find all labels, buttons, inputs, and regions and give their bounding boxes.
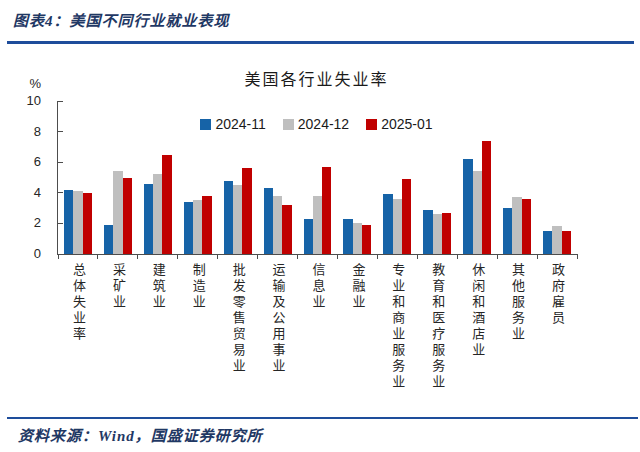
bar-2025-01 xyxy=(123,178,132,255)
bar-2025-01 xyxy=(442,213,451,254)
y-tick-label: 8 xyxy=(11,124,41,139)
bar-2024-12 xyxy=(433,214,442,254)
bar-2025-01 xyxy=(202,196,211,254)
bar-2024-12 xyxy=(273,196,282,254)
x-tick-mark xyxy=(497,254,498,259)
bar-2025-01 xyxy=(322,167,331,254)
x-tick-mark xyxy=(297,254,298,259)
x-category-label: 总体失业率 xyxy=(70,263,86,343)
x-category-label: 专业和商业服务业 xyxy=(389,263,405,391)
x-category-label: 信息业 xyxy=(310,263,326,311)
bar-2024-12 xyxy=(233,185,242,254)
x-tick-mark xyxy=(457,254,458,259)
x-category-label: 其他服务业 xyxy=(509,263,525,343)
bar-2025-01 xyxy=(522,199,531,254)
x-category-label: 批发零售贸易业 xyxy=(230,263,246,375)
bar-2024-12 xyxy=(313,196,322,254)
x-category-label: 教育和医疗服务业 xyxy=(429,263,445,391)
x-tick-mark xyxy=(217,254,218,259)
bar-2025-01 xyxy=(242,168,251,254)
x-category-label: 金融业 xyxy=(349,263,365,311)
bar-2025-01 xyxy=(282,205,291,254)
header-divider xyxy=(7,41,634,44)
bar-2024-12 xyxy=(113,171,122,254)
x-tick-mark xyxy=(417,254,418,259)
x-category-label: 政府雇员 xyxy=(549,263,565,327)
bar-2024-11 xyxy=(383,194,392,254)
y-tick-label: 4 xyxy=(11,185,41,200)
x-tick-mark xyxy=(257,254,258,259)
y-tick-label: 6 xyxy=(11,154,41,169)
chart-title: 美国各行业失业率 xyxy=(57,66,576,90)
bar-2025-01 xyxy=(162,155,171,254)
x-tick-mark xyxy=(137,254,138,259)
footer-divider xyxy=(7,417,638,419)
bar-2024-12 xyxy=(552,226,561,254)
plot-area: %0246810总体失业率采矿业建筑业制造业批发零售贸易业运输及公用事业信息业金… xyxy=(57,101,577,255)
bar-2024-12 xyxy=(193,200,202,254)
bar-2024-11 xyxy=(264,188,273,254)
bar-2025-01 xyxy=(402,179,411,254)
x-tick-mark xyxy=(377,254,378,259)
y-tick-mark xyxy=(58,162,63,163)
bar-2024-11 xyxy=(423,210,432,254)
bar-2024-11 xyxy=(224,181,233,254)
y-tick-label: 0 xyxy=(11,246,41,261)
bar-2025-01 xyxy=(482,141,491,254)
y-axis-unit-label: % xyxy=(11,76,41,91)
source-note: 资料来源：Wind，国盛证券研究所 xyxy=(18,424,263,445)
bar-2025-01 xyxy=(362,225,371,254)
bar-2024-12 xyxy=(473,171,482,254)
x-tick-mark xyxy=(337,254,338,259)
x-tick-mark xyxy=(177,254,178,259)
bar-2025-01 xyxy=(83,193,92,254)
bar-2024-11 xyxy=(543,231,552,254)
x-category-label: 休闲和酒店业 xyxy=(469,263,485,359)
bar-2024-11 xyxy=(304,219,313,254)
y-tick-mark xyxy=(58,131,63,132)
y-tick-mark xyxy=(58,223,63,224)
bar-2024-12 xyxy=(512,197,521,254)
bar-2024-11 xyxy=(104,225,113,254)
x-category-label: 建筑业 xyxy=(150,263,166,311)
bar-2024-11 xyxy=(503,208,512,254)
bar-2024-11 xyxy=(144,184,153,254)
figure-title: 图表4：美国不同行业就业表现 xyxy=(13,9,230,30)
bar-2024-11 xyxy=(64,190,73,254)
bar-2024-11 xyxy=(184,202,193,254)
x-category-label: 制造业 xyxy=(190,263,206,311)
y-tick-label: 10 xyxy=(11,93,41,108)
bar-2024-11 xyxy=(343,219,352,254)
x-category-label: 运输及公用事业 xyxy=(270,263,286,375)
bar-2024-11 xyxy=(463,159,472,254)
bar-2024-12 xyxy=(353,223,362,254)
y-tick-mark xyxy=(58,101,63,102)
bar-2024-12 xyxy=(73,191,82,254)
bar-2024-12 xyxy=(393,199,402,254)
x-tick-mark xyxy=(97,254,98,259)
x-tick-mark xyxy=(577,254,578,259)
bar-2024-12 xyxy=(153,174,162,254)
x-tick-mark xyxy=(58,254,59,259)
y-tick-label: 2 xyxy=(11,215,41,230)
bar-2025-01 xyxy=(562,231,571,254)
y-tick-mark xyxy=(58,192,63,193)
x-tick-mark xyxy=(537,254,538,259)
x-category-label: 采矿业 xyxy=(110,263,126,311)
